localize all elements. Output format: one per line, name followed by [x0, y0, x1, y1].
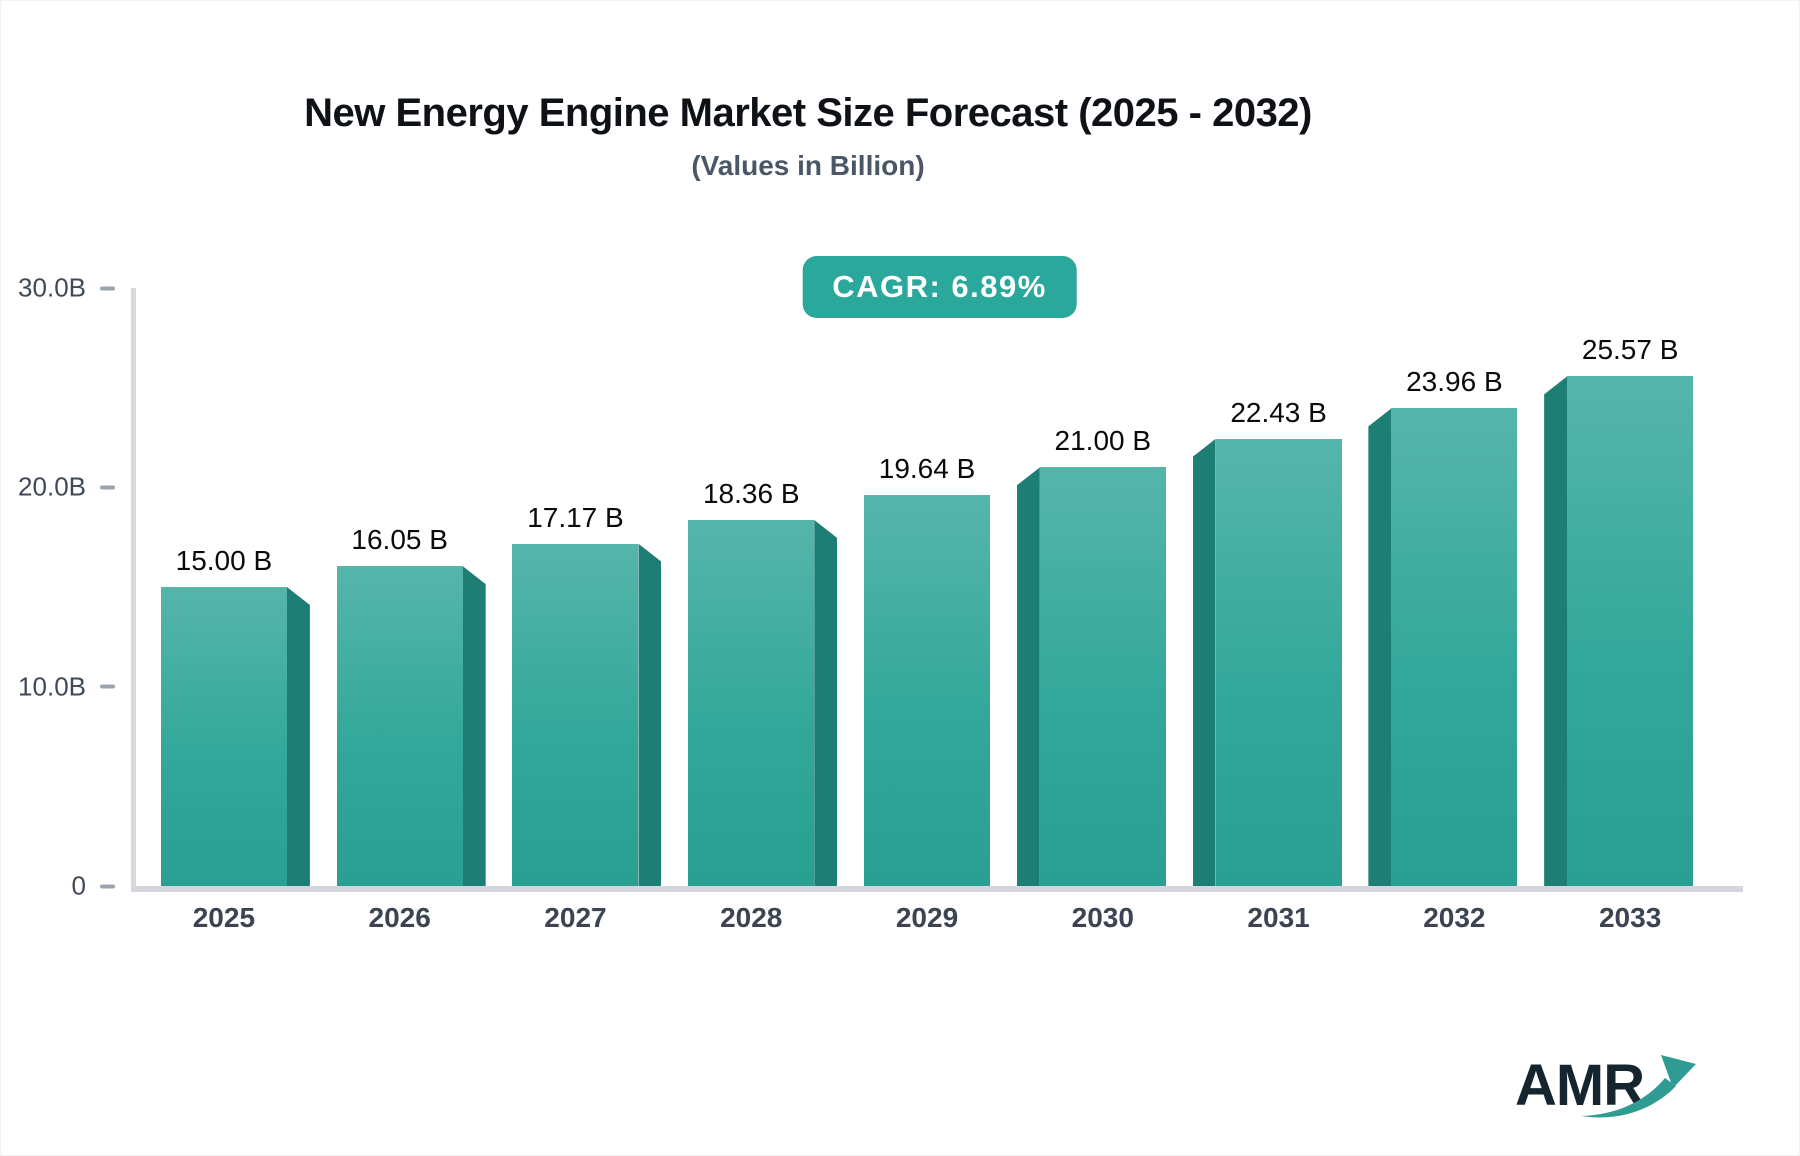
bar-slot: 22.43 B	[1191, 288, 1367, 886]
y-tick-label: 30.0B	[18, 272, 86, 303]
x-axis-label-2029: 2029	[895, 902, 959, 933]
y-tick-mark	[100, 485, 115, 490]
bar-value-label: 18.36 B	[702, 478, 800, 510]
bar-face	[1391, 408, 1518, 886]
bar-value-label: 23.96 B	[1406, 366, 1503, 398]
y-tick: 10.0B	[18, 671, 131, 702]
bar-side-face	[1192, 438, 1216, 886]
bar-side-face	[1544, 376, 1568, 886]
y-tick: 0	[72, 871, 131, 902]
cagr-badge: CAGR: 6.89%	[802, 256, 1077, 318]
bar-value-label: 16.05 B	[351, 524, 448, 556]
bar-side-face	[814, 520, 838, 886]
bar-face	[1567, 376, 1694, 886]
bar-side-face	[462, 566, 486, 886]
x-axis-line	[131, 886, 1743, 892]
bar-slot: 25.57 B	[1542, 288, 1718, 886]
bar-slot: 17.17 B	[488, 288, 664, 886]
bar-value-label: 19.64 B	[878, 452, 976, 484]
y-tick: 30.0B	[18, 273, 131, 304]
y-tick: 20.0B	[18, 472, 131, 503]
bar-2030: 21.00 B	[1016, 425, 1166, 886]
x-axis-label-2027: 2027	[544, 902, 607, 933]
bar-slot: 18.36 B	[663, 288, 839, 886]
bar-side-face	[286, 587, 310, 886]
bar-2033: 25.57 B	[1544, 334, 1694, 886]
bar-value-label: 21.00 B	[1054, 425, 1152, 457]
bar-2026: 16.05 B	[336, 524, 486, 886]
x-axis-label-2033: 2033	[1598, 902, 1662, 933]
bar-slot: 21.00 B	[1015, 288, 1191, 886]
y-tick-mark	[100, 884, 115, 888]
amr-logo: AMR	[1515, 1043, 1707, 1123]
x-axis-label-2030: 2030	[1071, 902, 1134, 933]
bar-face	[336, 566, 463, 886]
y-tick-label: 0	[71, 870, 86, 901]
x-axis-label-2032: 2032	[1423, 902, 1486, 933]
bar-face	[1215, 438, 1342, 886]
bar-slot: 23.96 B	[1366, 288, 1542, 886]
bar-face	[512, 543, 639, 886]
bar-side-face	[1016, 467, 1040, 886]
bar-face	[1039, 467, 1166, 886]
y-tick-mark	[100, 684, 115, 689]
bar-value-label: 25.57 B	[1581, 334, 1679, 366]
bar-value-label: 22.43 B	[1230, 396, 1327, 428]
amr-logo-arrow-head	[1661, 1055, 1696, 1088]
bar-side-face	[1368, 408, 1392, 886]
x-axis-labels: 2025 2026 2027 2028 2029 2030 2031 2032 2033	[136, 902, 1743, 934]
bar-2031: 22.43 B	[1192, 397, 1342, 886]
bar-slot: 16.05 B	[312, 288, 488, 886]
bar-face	[864, 494, 991, 886]
y-tick-label: 20.0B	[18, 471, 86, 502]
x-axis-label-2028: 2028	[720, 902, 783, 933]
chart-subtitle: (Values in Billion)	[691, 150, 925, 181]
x-axis-label-2026: 2026	[368, 902, 431, 933]
bar-slot: 15.00 B	[136, 288, 312, 886]
bar-2028: 18.36 B	[688, 478, 838, 886]
bar-face	[688, 520, 815, 886]
x-axis-label-2031: 2031	[1247, 902, 1310, 933]
bar-value-label: 15.00 B	[175, 545, 273, 576]
y-tick-mark	[100, 286, 115, 290]
x-axis-label-2025: 2025	[192, 902, 256, 933]
y-tick-label: 10.0B	[18, 671, 86, 702]
bar-value-label: 17.17 B	[527, 501, 624, 533]
chart-header: New Energy Engine Market Size Forecast (…	[1, 91, 1615, 182]
bar-2029: 19.64 B	[864, 453, 991, 886]
bars-container: 15.00 B 16.05 B 17.17 B 18.36 B 19.64 B 21.00…	[136, 288, 1743, 886]
bar-side-face	[638, 543, 662, 886]
bar-slot: 19.64 B	[839, 288, 1015, 886]
bar-face	[160, 587, 287, 886]
plot-area: CAGR: 6.89% 30.0B 20.0B 10.0B 0 15.00 B 16.0…	[18, 256, 1743, 933]
amr-logo-text: AMR	[1515, 1053, 1644, 1118]
bar-2032: 23.96 B	[1368, 366, 1518, 886]
amr-logo-arrow-swoosh	[1581, 1078, 1676, 1118]
chart-title: New Energy Engine Market Size Forecast (…	[304, 91, 1312, 135]
bar-2027: 17.17 B	[512, 502, 662, 886]
bar-2025: 15.00 B	[160, 545, 310, 886]
